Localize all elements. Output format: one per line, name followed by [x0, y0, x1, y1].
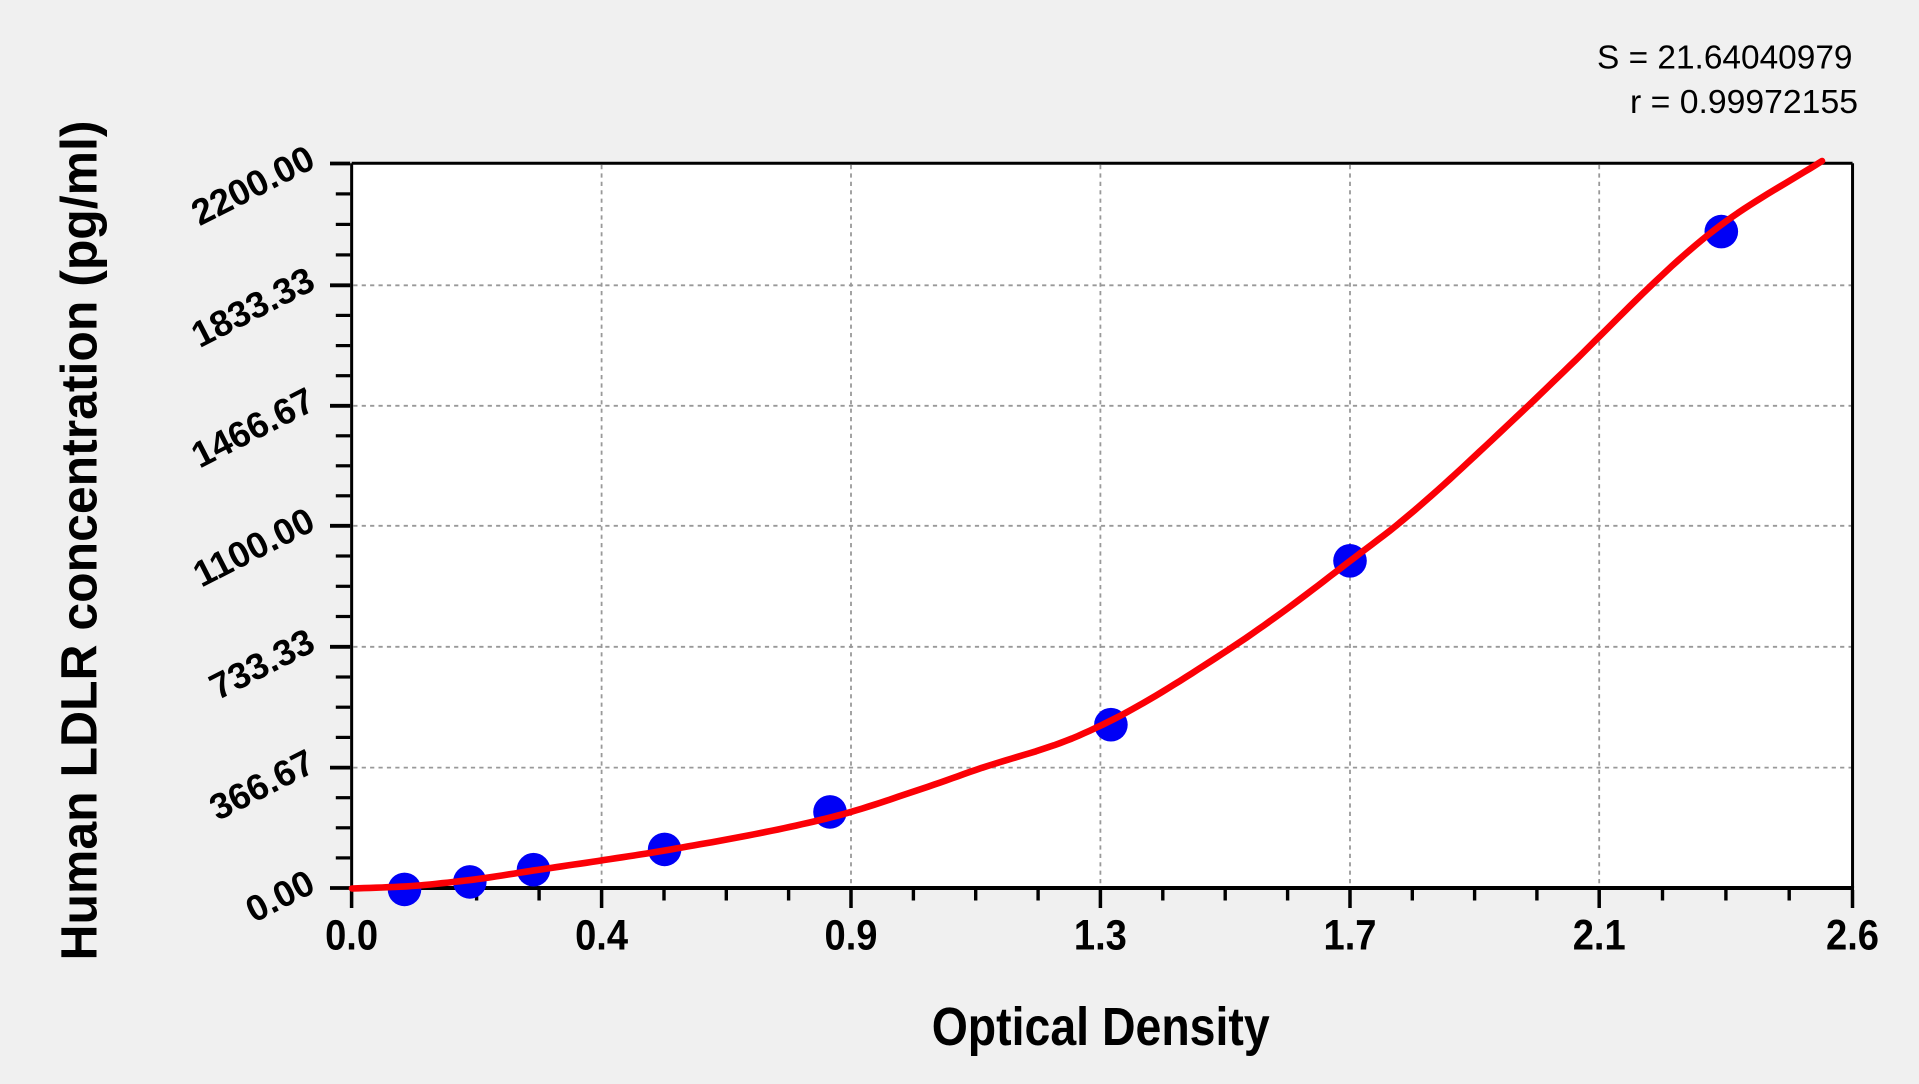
svg-text:1.3: 1.3 [1074, 913, 1127, 960]
svg-text:0.0: 0.0 [325, 913, 378, 960]
svg-text:Human LDLR concentration (pg/m: Human LDLR concentration (pg/ml) [51, 121, 108, 961]
svg-text:S = 21.64040979: S = 21.64040979 [1597, 39, 1853, 76]
svg-text:0.4: 0.4 [575, 913, 628, 960]
svg-text:2.6: 2.6 [1826, 913, 1879, 960]
svg-text:1.7: 1.7 [1324, 913, 1377, 960]
svg-text:Optical Density: Optical Density [932, 997, 1270, 1057]
svg-text:2.1: 2.1 [1573, 913, 1626, 960]
svg-text:0.9: 0.9 [825, 913, 878, 960]
svg-text:r = 0.99972155: r = 0.99972155 [1630, 83, 1858, 120]
